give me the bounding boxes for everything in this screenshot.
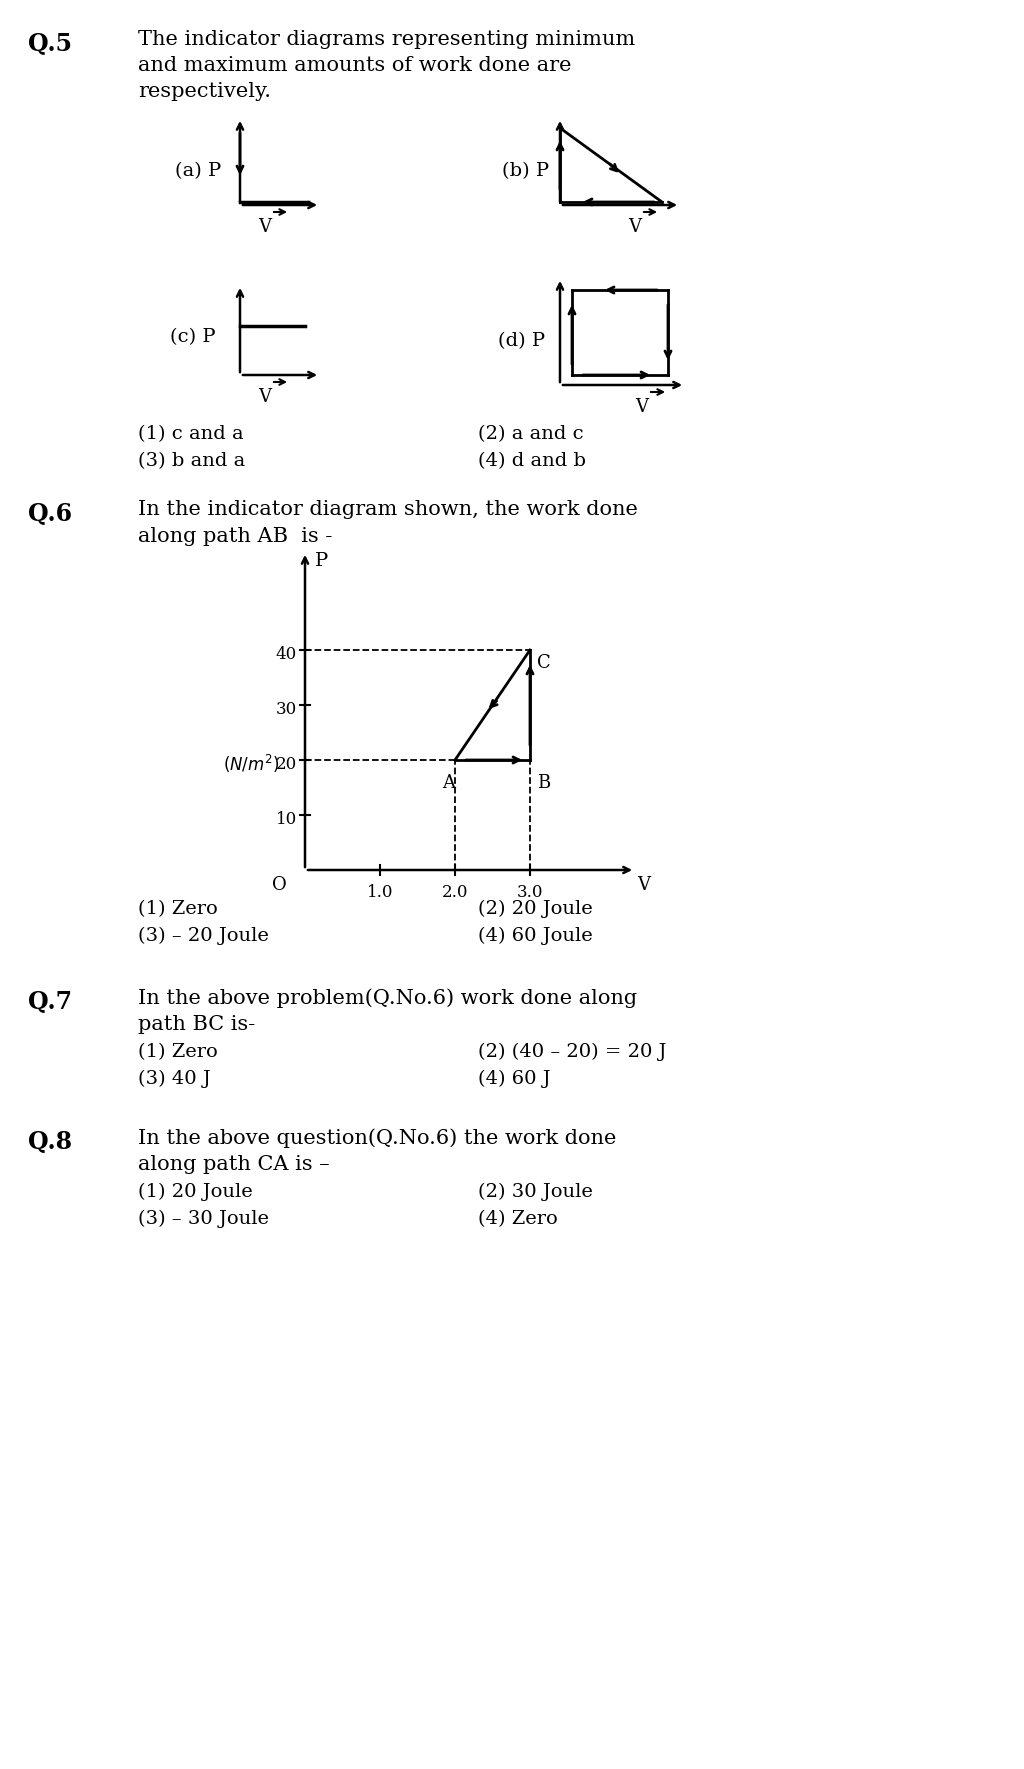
Text: (d) P: (d) P xyxy=(498,333,545,350)
Text: In the above problem(Q.No.6) work done along: In the above problem(Q.No.6) work done a… xyxy=(138,989,637,1008)
Text: respectively.: respectively. xyxy=(138,81,271,101)
Text: V: V xyxy=(635,398,648,416)
Text: (1) c and a: (1) c and a xyxy=(138,425,244,442)
Text: (1) Zero: (1) Zero xyxy=(138,900,218,918)
Text: path BC is-: path BC is- xyxy=(138,1015,255,1035)
Text: P: P xyxy=(315,552,329,570)
Text: V: V xyxy=(637,876,650,893)
Text: (b) P: (b) P xyxy=(502,163,549,180)
Text: Q.5: Q.5 xyxy=(28,32,72,57)
Text: 3.0: 3.0 xyxy=(517,884,544,900)
Text: (3) b and a: (3) b and a xyxy=(138,453,246,471)
Text: O: O xyxy=(272,876,287,893)
Text: along path AB  is -: along path AB is - xyxy=(138,527,333,547)
Text: $(N/m^2)$: $(N/m^2)$ xyxy=(223,754,280,775)
Text: 2.0: 2.0 xyxy=(441,884,468,900)
Text: (3) – 30 Joule: (3) – 30 Joule xyxy=(138,1210,269,1228)
Text: V: V xyxy=(628,218,641,235)
Text: (2) 30 Joule: (2) 30 Joule xyxy=(478,1183,593,1201)
Text: 10: 10 xyxy=(275,810,297,828)
Text: (2) 20 Joule: (2) 20 Joule xyxy=(478,900,593,918)
Text: (4) d and b: (4) d and b xyxy=(478,453,586,471)
Text: In the indicator diagram shown, the work done: In the indicator diagram shown, the work… xyxy=(138,501,638,518)
Text: Q.6: Q.6 xyxy=(28,502,72,525)
Text: (3) – 20 Joule: (3) – 20 Joule xyxy=(138,927,269,945)
Text: C: C xyxy=(537,655,551,672)
Text: 20: 20 xyxy=(275,755,297,773)
Text: (2) a and c: (2) a and c xyxy=(478,425,584,442)
Text: In the above question(Q.No.6) the work done: In the above question(Q.No.6) the work d… xyxy=(138,1129,616,1148)
Text: The indicator diagrams representing minimum: The indicator diagrams representing mini… xyxy=(138,30,635,50)
Text: A: A xyxy=(442,775,456,793)
Text: (1) 20 Joule: (1) 20 Joule xyxy=(138,1183,253,1201)
Text: (4) Zero: (4) Zero xyxy=(478,1210,558,1228)
Text: Q.7: Q.7 xyxy=(28,991,72,1014)
Text: Q.8: Q.8 xyxy=(28,1130,72,1153)
Text: along path CA is –: along path CA is – xyxy=(138,1155,330,1175)
Text: (3) 40 J: (3) 40 J xyxy=(138,1070,211,1088)
Text: (2) (40 – 20) = 20 J: (2) (40 – 20) = 20 J xyxy=(478,1044,667,1061)
Text: and maximum amounts of work done are: and maximum amounts of work done are xyxy=(138,57,571,74)
Text: (4) 60 Joule: (4) 60 Joule xyxy=(478,927,593,945)
Text: (4) 60 J: (4) 60 J xyxy=(478,1070,551,1088)
Text: V: V xyxy=(258,218,271,235)
Text: B: B xyxy=(537,775,550,793)
Text: 40: 40 xyxy=(275,646,297,663)
Text: 30: 30 xyxy=(275,701,297,718)
Text: (a) P: (a) P xyxy=(175,163,221,180)
Text: 1.0: 1.0 xyxy=(367,884,393,900)
Text: (c) P: (c) P xyxy=(170,327,216,347)
Text: (1) Zero: (1) Zero xyxy=(138,1044,218,1061)
Text: V: V xyxy=(258,387,271,407)
